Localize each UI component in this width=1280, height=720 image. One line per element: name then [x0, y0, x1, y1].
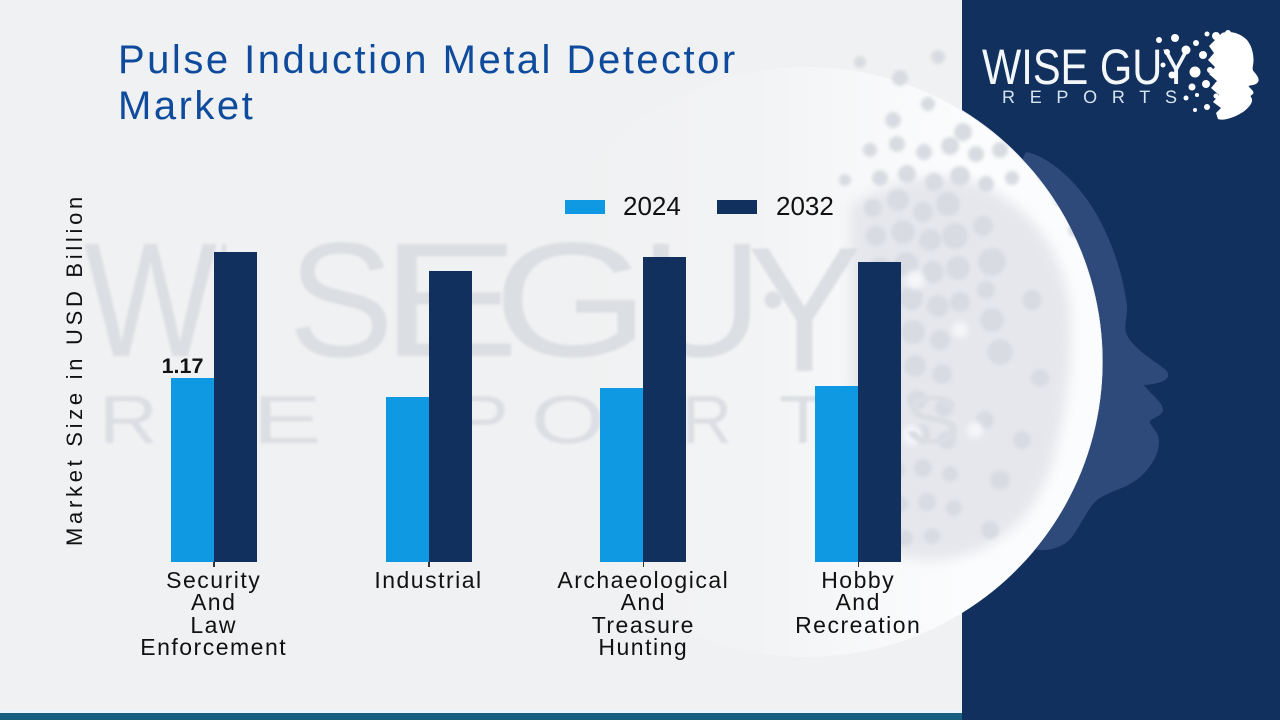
svg-text:R: R [682, 382, 732, 458]
svg-text:S: S [904, 382, 961, 458]
svg-text:WISE GUY: WISE GUY [982, 39, 1190, 95]
svg-text:O: O [531, 382, 605, 458]
svg-text:R: R [99, 382, 158, 458]
svg-text:S: S [288, 208, 394, 391]
svg-text:Y: Y [747, 210, 862, 409]
svg-text:W: W [84, 208, 217, 391]
svg-text:G: G [493, 208, 650, 391]
svg-text:E: E [252, 382, 322, 458]
